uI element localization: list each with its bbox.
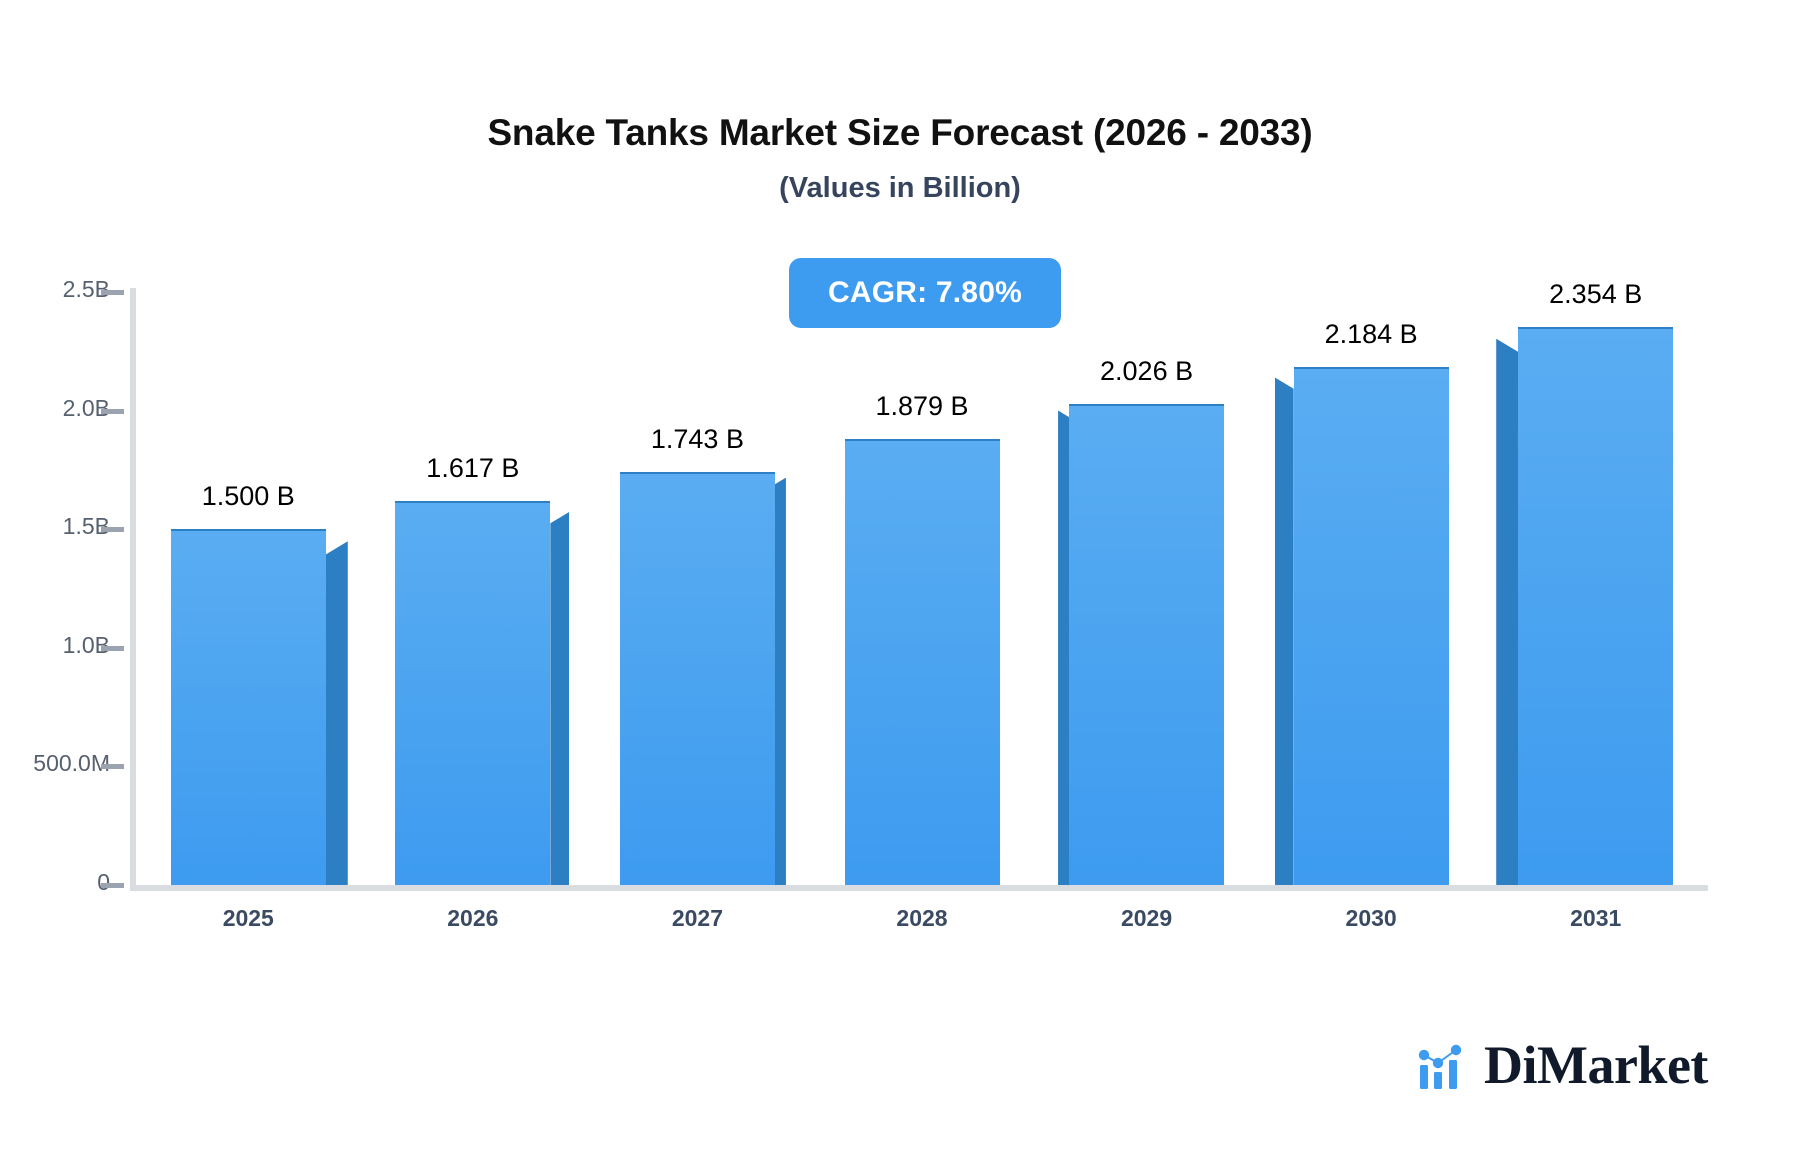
x-axis-tick-label: 2028 [896,905,948,931]
y-axis-tick-label: 0 [97,869,110,895]
bar-value-label: 1.500 B [201,481,295,512]
bar-2026[interactable] [395,501,570,885]
cagr-badge-label: CAGR: 7.80% [828,276,1022,309]
bar-2027[interactable] [619,471,786,885]
bar-side-face [1496,338,1519,885]
bar-value-label: 1.743 B [650,423,744,454]
x-axis-tick-label: 2029 [1120,905,1173,931]
x-axis-tick-label: 2030 [1345,905,1397,931]
bar-2029[interactable] [1058,404,1225,885]
bar-front-face [1293,366,1449,885]
bar-side-face [1058,410,1070,885]
y-axis-tick-mark [101,527,124,533]
y-axis-tick-mark [101,290,124,295]
y-axis-tick-mark [101,764,124,770]
bar-2031[interactable] [1496,326,1674,885]
bar-value-label: 1.879 B [875,391,969,422]
chart-subtitle: (Values in Billion) [779,172,1021,204]
chart-title: Snake Tanks Market Size Forecast (2026 -… [487,112,1313,153]
bar-front-face [395,501,551,885]
bar-2028[interactable] [844,439,1000,885]
y-axis-tick-label: 2.0B [62,394,110,421]
x-axis-line [130,885,1708,891]
bar-value-label: 2.184 B [1324,318,1418,349]
bar-value-label: 2.354 B [1549,278,1643,309]
brand-logo: DiMarket [1418,1038,1708,1092]
bar-2030[interactable] [1274,366,1449,885]
bar-chart-icon [1418,1044,1462,1089]
x-axis-tick-label: 2025 [222,905,274,931]
y-axis-line [130,288,136,888]
bar-value-label: 2.026 B [1100,356,1194,387]
x-axis-tick-label: 2031 [1570,905,1622,931]
y-axis-tick-mark [101,883,124,888]
bar-side-face [774,477,786,885]
x-axis-tick-label: 2027 [671,905,723,931]
bar-side-face [1274,377,1294,885]
y-axis-tick-mark [101,645,124,651]
bar-front-face [1518,326,1674,885]
bar-side-face [325,541,348,885]
y-axis-tick-label: 2.5B [62,276,110,302]
y-axis-tick-mark [101,408,124,414]
bar-side-face [550,511,570,885]
bar-2025[interactable] [170,529,348,885]
bar-front-face [619,471,775,885]
logo-text: DiMarket [1484,1035,1708,1095]
x-axis-tick-label: 2026 [447,905,499,931]
bar-front-face [1069,404,1225,885]
bar-value-label: 1.617 B [426,453,520,484]
cagr-badge: CAGR: 7.80% [789,258,1061,328]
bar-front-face [170,529,326,885]
bar-front-face [844,439,1000,885]
y-axis-tick-label: 1.0B [62,631,110,658]
y-axis-tick-label: 1.5B [62,513,110,540]
y-axis-tick-label: 500.0M [33,750,110,777]
